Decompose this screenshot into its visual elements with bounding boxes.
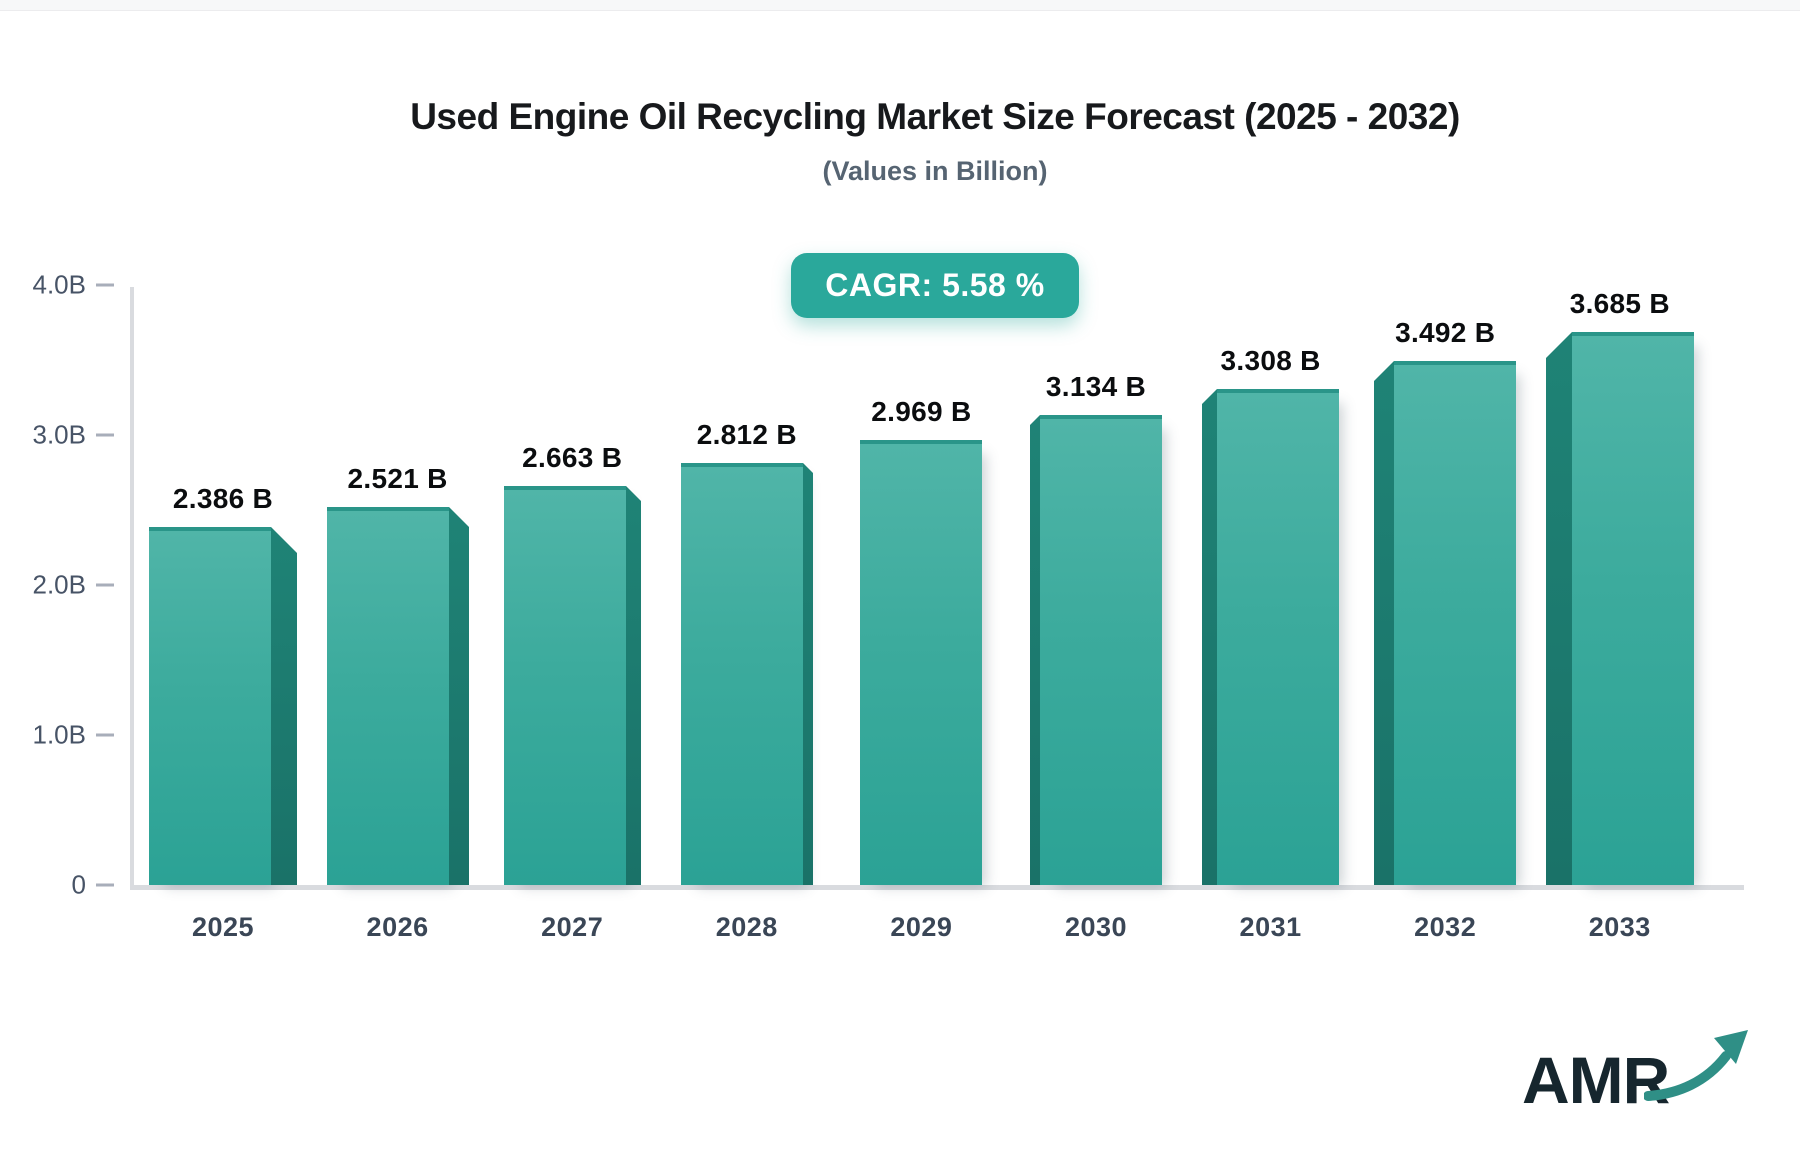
y-tick-dash [96,883,114,887]
amr-logo: AMR [1522,1030,1752,1134]
bar-side-face [449,507,469,885]
x-category-label-2033: 2033 [1588,912,1651,942]
page-top-band [0,0,1800,11]
bar-side-face [1202,389,1217,885]
y-tick-label-2.0B: 2.0B [32,569,87,600]
y-tick-dash [96,583,114,587]
bar-face [681,463,803,885]
cagr-badge: CAGR: 5.58 % [791,253,1079,318]
bar-side-face [1030,415,1040,885]
bar-side-face [1546,332,1572,885]
y-tick-dash [96,283,114,287]
chart-title: Used Engine Oil Recycling Market Size Fo… [410,96,1460,137]
bar-value-label-2031: 3.308 B [1220,345,1321,376]
bar-side-face [271,527,297,885]
bar-2030 [1030,415,1162,885]
bar-face [1572,332,1694,885]
bar-2031 [1202,389,1339,885]
y-tick-label-1.0B: 1.0B [32,719,87,750]
y-tick-label-4.0B: 4.0B [32,269,87,300]
bar-face [860,440,982,885]
bar-2032 [1374,361,1516,885]
bar-value-label-2029: 2.969 B [871,396,972,427]
bar-face [149,527,271,885]
x-category-label-2031: 2031 [1239,912,1302,942]
bar-2026 [327,507,469,885]
bar-value-label-2033: 3.685 B [1569,288,1670,319]
bar-value-label-2026: 2.521 B [347,463,448,494]
x-category-label-2029: 2029 [890,912,953,942]
bar-face [1217,389,1339,885]
bar-face [327,507,449,885]
bar-value-label-2028: 2.812 B [696,419,797,450]
bar-2028 [681,463,813,885]
y-tick-dash [96,733,114,737]
bar-value-label-2030: 3.134 B [1045,371,1147,402]
y-axis-line [130,287,134,890]
x-category-label-2028: 2028 [715,912,778,942]
x-axis-baseline [130,885,1744,890]
y-tick-label-0: 0 [71,869,86,900]
chart-header: Used Engine Oil Recycling Market Size Fo… [70,96,1800,187]
bar-side-face [1374,361,1394,885]
bar-value-label-2032: 3.492 B [1395,317,1496,348]
bar-face [504,486,626,885]
bar-value-label-2025: 2.386 B [172,483,274,514]
bar-side-face [626,486,641,885]
bar-side-face [803,463,813,885]
x-category-label-2030: 2030 [1064,912,1128,942]
cagr-badge-row: CAGR: 5.58 % [70,253,1800,318]
chart-subtitle: (Values in Billion) [822,156,1048,186]
x-category-label-2032: 2032 [1414,912,1477,942]
bar-2027 [504,486,641,885]
bar-value-label-2027: 2.663 B [522,442,623,473]
x-category-label-2027: 2027 [541,912,604,942]
x-category-label-2025: 2025 [191,912,255,942]
amr-logo-text: AMR [1522,1043,1670,1117]
x-category-label-2026: 2026 [366,912,429,942]
y-tick-label-3.0B: 3.0B [32,419,87,450]
growth-arrow-icon [1644,1030,1748,1101]
bar-face [1040,415,1162,885]
bar-2029 [860,440,982,885]
y-tick-dash [96,433,114,437]
bar-2025 [149,527,297,885]
bar-face [1394,361,1516,885]
bar-2033 [1546,332,1694,885]
